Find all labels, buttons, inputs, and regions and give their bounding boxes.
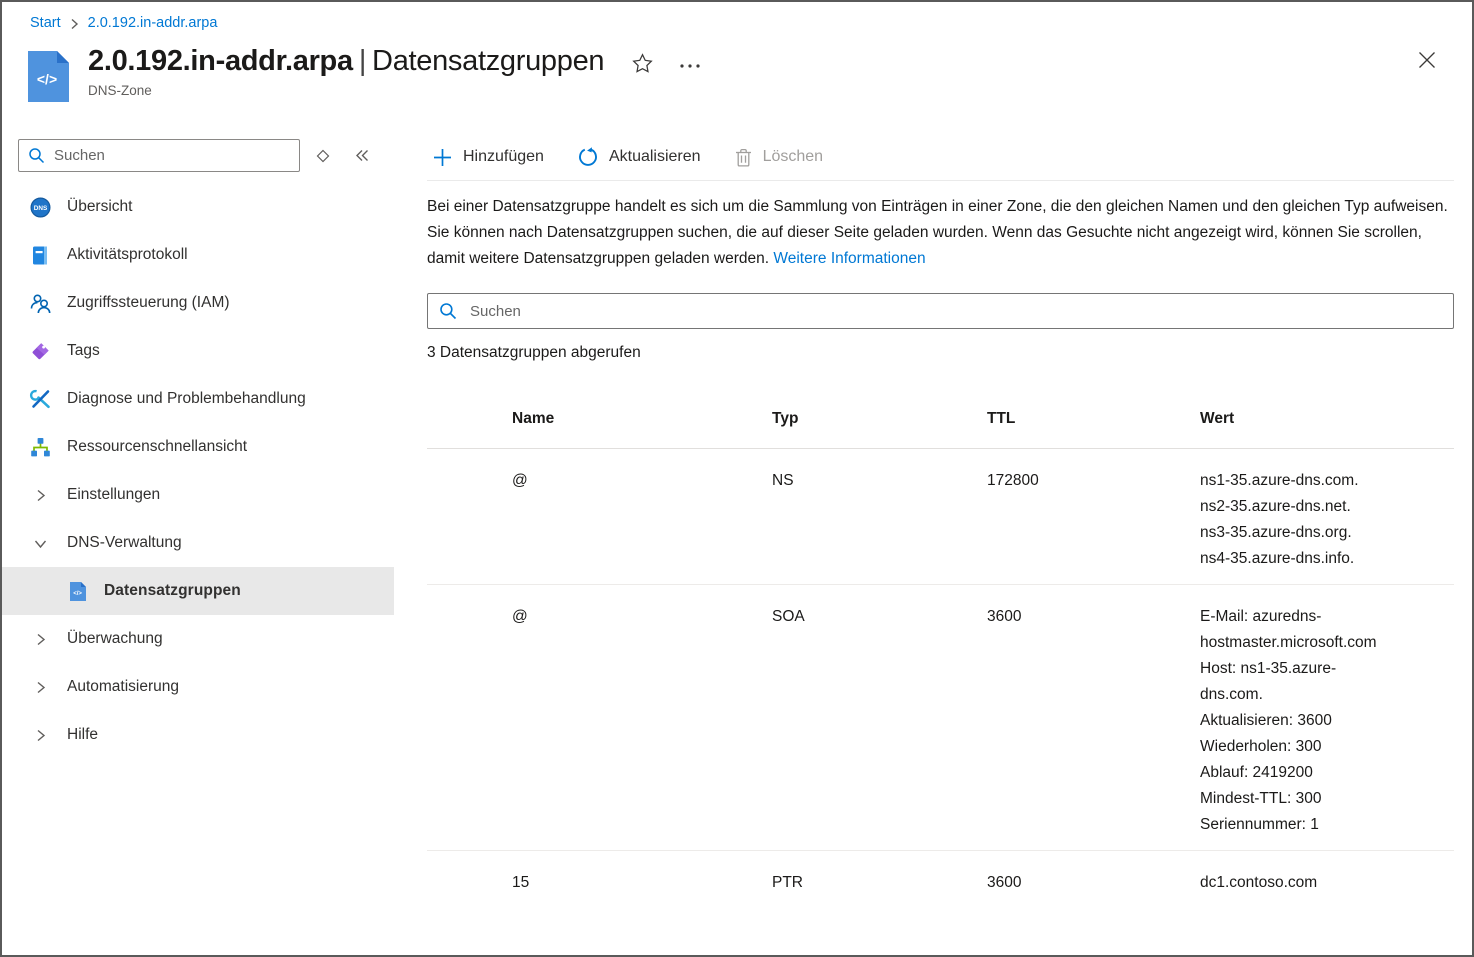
record-name: @: [512, 608, 528, 625]
sidebar-item-uebersicht[interactable]: DNS Übersicht: [2, 183, 394, 231]
trash-icon: [735, 148, 752, 167]
chevron-down-icon: [29, 537, 52, 550]
page-title: 2.0.192.in-addr.arpa | Datensatzgruppen: [88, 45, 605, 78]
resize-handle-icon[interactable]: [316, 149, 330, 163]
command-bar: Hinzufügen Aktualisieren Löschen: [427, 136, 1454, 178]
record-sets-table: Name Typ TTL Wert @ NS 172800 ns1-35.azu…: [427, 389, 1454, 896]
toolbar-divider: [427, 180, 1454, 181]
favorite-star-icon[interactable]: [632, 53, 653, 74]
record-ttl: 3600: [987, 874, 1022, 891]
chevron-right-icon: [29, 681, 52, 694]
dns-badge-icon: DNS: [29, 197, 52, 218]
plus-icon: [433, 148, 452, 167]
chevron-right-icon: [29, 489, 52, 502]
resource-tree-icon: [29, 437, 52, 458]
tools-icon: [29, 389, 52, 410]
record-type: PTR: [772, 874, 803, 891]
delete-button[interactable]: Löschen: [735, 148, 823, 167]
add-button[interactable]: Hinzufügen: [433, 148, 544, 167]
record-sets-search-input[interactable]: [470, 302, 1442, 320]
table-row[interactable]: @ NS 172800 ns1-35.azure-dns.com. ns2-35…: [427, 449, 1454, 585]
sidebar-item-datensatzgruppen[interactable]: </> Datensatzgruppen: [2, 567, 394, 615]
search-icon: [28, 147, 45, 164]
record-type: NS: [772, 472, 794, 489]
sidebar-item-diagnose[interactable]: Diagnose und Problembehandlung: [2, 375, 394, 423]
chevron-right-icon: [29, 729, 52, 742]
sidebar-menu: DNS Übersicht Aktivitätsprotokoll Zugrif…: [2, 183, 394, 759]
column-header-typ[interactable]: Typ: [772, 409, 799, 427]
page-title-resource: 2.0.192.in-addr.arpa: [88, 45, 353, 77]
table-row[interactable]: @ SOA 3600 E-Mail: azuredns- hostmaster.…: [427, 585, 1454, 851]
sidebar-item-ueberwachung[interactable]: Überwachung: [2, 615, 394, 663]
svg-text:DNS: DNS: [34, 205, 48, 212]
svg-text:</>: </>: [37, 71, 57, 87]
page-title-separator: |: [358, 45, 367, 77]
table-header-row: Name Typ TTL Wert: [427, 389, 1454, 449]
svg-text:</>: </>: [73, 591, 82, 597]
refresh-icon: [578, 147, 598, 167]
collapse-sidebar-icon[interactable]: [354, 149, 370, 162]
breadcrumb: Start 2.0.192.in-addr.arpa: [2, 2, 1472, 31]
column-header-wert[interactable]: Wert: [1200, 409, 1235, 427]
breadcrumb-start-link[interactable]: Start: [30, 15, 61, 31]
tag-icon: [29, 341, 52, 362]
record-sets-search-box: [427, 293, 1454, 329]
record-set-description: Bei einer Datensatzgruppe handelt es sic…: [427, 198, 1448, 267]
sidebar-item-ressourcenschnellansicht[interactable]: Ressourcenschnellansicht: [2, 423, 394, 471]
learn-more-link[interactable]: Weitere Informationen: [773, 250, 926, 267]
blade-sidebar: DNS Übersicht Aktivitätsprotokoll Zugrif…: [2, 124, 394, 935]
breadcrumb-chevron-icon: [70, 18, 79, 30]
sidebar-item-hilfe[interactable]: Hilfe: [2, 711, 394, 759]
sidebar-item-zugriffssteuerung[interactable]: Zugriffssteuerung (IAM): [2, 279, 394, 327]
column-header-ttl[interactable]: TTL: [987, 409, 1016, 427]
breadcrumb-zone-link[interactable]: 2.0.192.in-addr.arpa: [87, 15, 218, 31]
record-value: E-Mail: azuredns- hostmaster.microsoft.c…: [1200, 608, 1377, 833]
record-value: dc1.contoso.com: [1200, 874, 1318, 891]
more-options-icon[interactable]: [679, 63, 701, 69]
search-icon: [439, 302, 457, 320]
blade-header: </> 2.0.192.in-addr.arpa | Datensatzgruppe…: [2, 31, 1472, 108]
people-icon: [29, 293, 52, 314]
sidebar-search-input[interactable]: [54, 147, 290, 164]
record-ttl: 172800: [987, 472, 1039, 489]
record-sets-count: 3 Datensatzgruppen abgerufen: [427, 344, 641, 361]
record-name: 15: [512, 874, 530, 891]
page-title-section: Datensatzgruppen: [372, 45, 605, 77]
record-type: SOA: [772, 608, 805, 625]
sidebar-item-dns-verwaltung[interactable]: DNS-Verwaltung: [2, 519, 394, 567]
close-blade-icon[interactable]: [1418, 51, 1436, 69]
sidebar-item-automatisierung[interactable]: Automatisierung: [2, 663, 394, 711]
resource-type-label: DNS-Zone: [88, 83, 152, 98]
column-header-name[interactable]: Name: [512, 409, 555, 427]
record-ttl: 3600: [987, 608, 1022, 625]
refresh-button[interactable]: Aktualisieren: [578, 147, 701, 167]
sidebar-item-tags[interactable]: Tags: [2, 327, 394, 375]
record-value: ns1-35.azure-dns.com. ns2-35.azure-dns.n…: [1200, 472, 1359, 567]
record-name: @: [512, 472, 528, 489]
sidebar-item-aktivitaetsprotokoll[interactable]: Aktivitätsprotokoll: [2, 231, 394, 279]
table-row[interactable]: 15 PTR 3600 dc1.contoso.com: [427, 851, 1454, 896]
sidebar-item-einstellungen[interactable]: Einstellungen: [2, 471, 394, 519]
chevron-right-icon: [29, 633, 52, 646]
activity-log-icon: [29, 245, 52, 266]
sidebar-search-box: [18, 139, 300, 172]
record-set-icon: </>: [66, 581, 89, 602]
record-sets-content: Hinzufügen Aktualisieren Löschen Bei ein…: [394, 124, 1472, 935]
dns-zone-resource-icon: </>: [26, 50, 71, 108]
